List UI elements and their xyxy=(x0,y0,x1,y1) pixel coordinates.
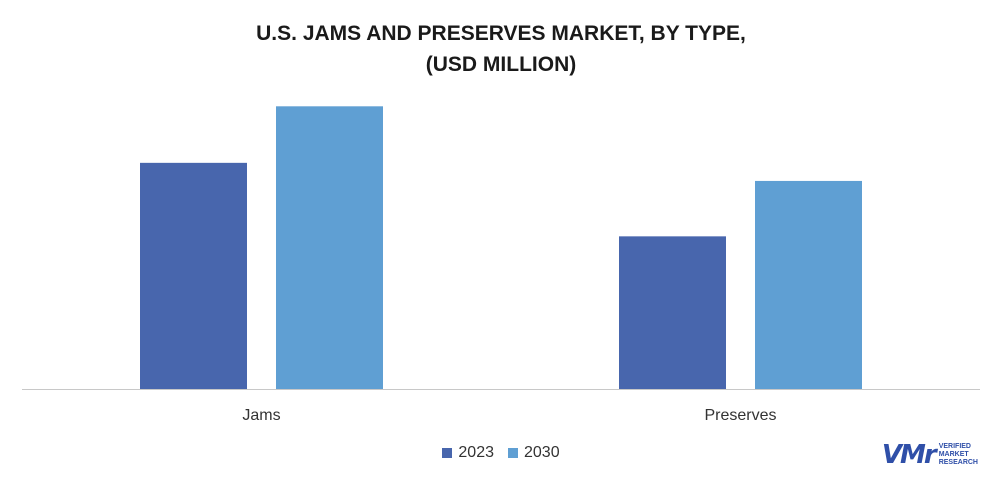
legend-label: 2030 xyxy=(524,444,560,461)
logo-line-2: MARKET xyxy=(938,451,969,458)
legend-swatch xyxy=(508,448,518,458)
logo-text: VERIFIED MARKET RESEARCH xyxy=(939,443,978,467)
logo-mark-icon: VMr xyxy=(881,440,937,470)
legend-item-2030: 2030 xyxy=(508,444,560,462)
bar-jams-2023 xyxy=(140,162,247,389)
logo-line-3: RESEARCH xyxy=(938,459,978,466)
x-tick-label: Jams xyxy=(242,407,280,424)
logo-line-1: VERIFIED xyxy=(938,443,971,450)
chart-title-line-2: (USD MILLION) xyxy=(425,53,577,76)
legend-label: 2023 xyxy=(458,444,494,461)
bar-preserves-2030 xyxy=(755,180,862,389)
verified-market-research-logo: VMr VERIFIED MARKET RESEARCH xyxy=(882,440,978,470)
legend: 2023 2030 xyxy=(0,444,1002,462)
legend-item-2023: 2023 xyxy=(442,444,494,462)
chart-title-line-1: U.S. JAMS AND PRESERVES MARKET, BY TYPE, xyxy=(256,22,746,45)
x-tick-label: Preserves xyxy=(704,407,776,424)
bar-jams-2030 xyxy=(276,106,383,390)
bar-preserves-2023 xyxy=(619,236,726,389)
legend-swatch xyxy=(442,448,453,458)
chart-title: U.S. JAMS AND PRESERVES MARKET, BY TYPE,… xyxy=(0,18,1002,80)
